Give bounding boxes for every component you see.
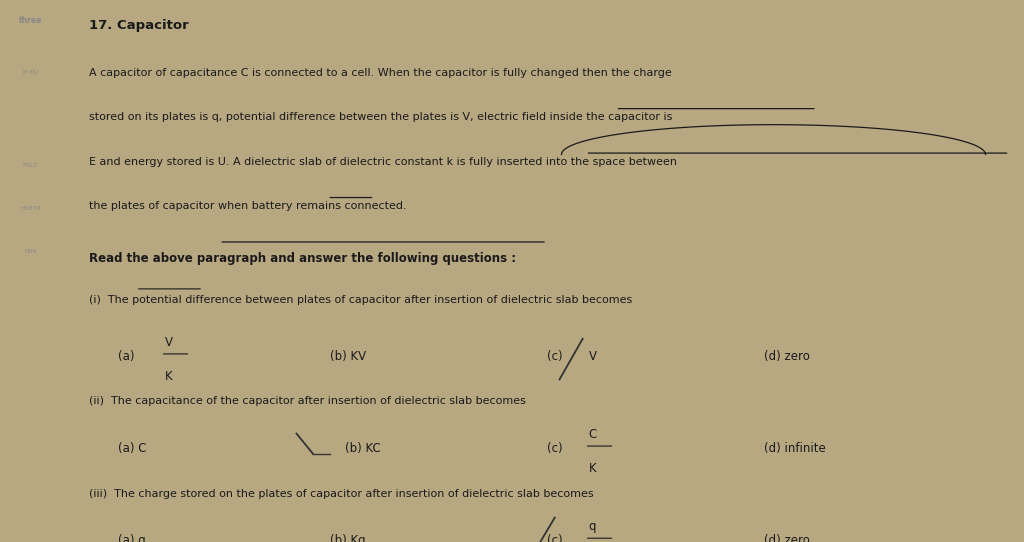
Text: (b) Kq: (b) Kq [330,534,366,542]
Text: (b) KV: (b) KV [330,350,367,363]
Text: (a) C: (a) C [118,442,146,455]
Text: (iii)  The charge stored on the plates of capacitor after insertion of dielectri: (iii) The charge stored on the plates of… [89,489,594,499]
Text: F0L2: F0L2 [23,163,38,167]
Text: (d) zero: (d) zero [764,350,810,363]
Text: three: three [18,16,42,25]
Text: (b) KC: (b) KC [345,442,381,455]
Text: (ii)  The capacitance of the capacitor after insertion of dielectric slab become: (ii) The capacitance of the capacitor af… [89,396,526,405]
Text: stored on its plates is q, potential difference between the plates is V, electri: stored on its plates is q, potential dif… [89,112,673,122]
Text: (c): (c) [547,442,562,455]
Text: H KU: H KU [23,70,38,75]
Text: H5879: H5879 [19,206,41,211]
Text: (a) q: (a) q [118,534,146,542]
Text: K: K [165,370,172,383]
Text: 17. Capacitor: 17. Capacitor [89,19,189,32]
Text: (c): (c) [547,534,562,542]
Text: Read the above paragraph and answer the following questions :: Read the above paragraph and answer the … [89,252,516,265]
Text: K: K [589,462,596,475]
Text: V: V [589,350,596,363]
Text: q: q [589,520,596,533]
Text: (i)  The potential difference between plates of capacitor after insertion of die: (i) The potential difference between pla… [89,295,633,305]
Text: the plates of capacitor when battery remains connected.: the plates of capacitor when battery rem… [89,201,407,211]
Text: (a): (a) [118,350,135,363]
Text: (c): (c) [547,350,562,363]
Text: E and energy stored is U. A dielectric slab of dielectric constant k is fully in: E and energy stored is U. A dielectric s… [89,157,677,166]
Text: H59: H59 [24,249,37,254]
Text: C: C [589,428,597,441]
Text: A capacitor of capacitance C is connected to a cell. When the capacitor is fully: A capacitor of capacitance C is connecte… [89,68,672,78]
Text: (d) zero: (d) zero [764,534,810,542]
Text: (d) infinite: (d) infinite [764,442,825,455]
Text: V: V [165,336,172,349]
